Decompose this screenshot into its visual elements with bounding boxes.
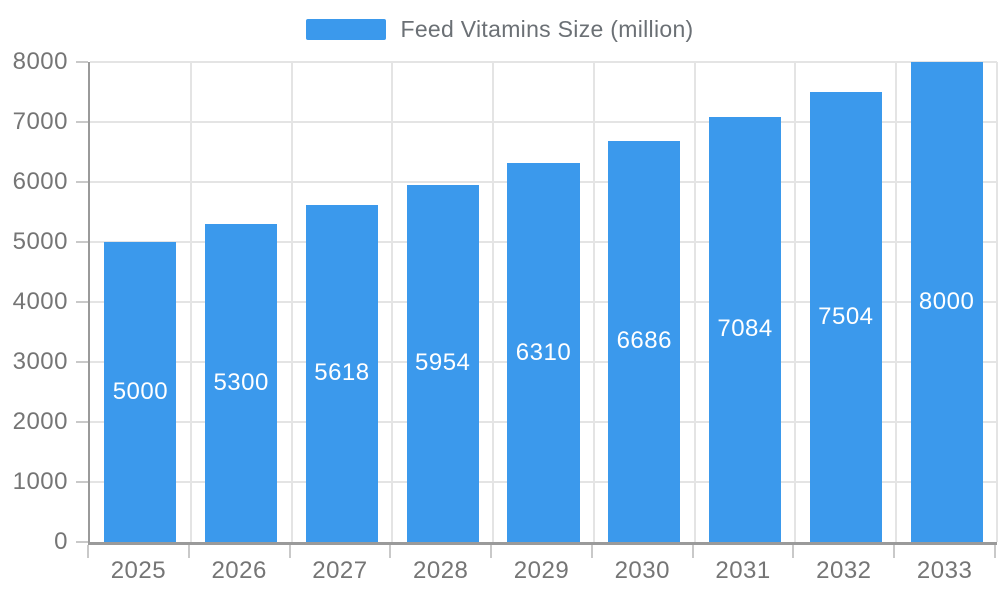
- x-axis-tick: [389, 545, 392, 558]
- x-axis-tick: [187, 545, 190, 558]
- y-axis-tick-label: 4000: [12, 288, 68, 315]
- x-axis-tick-label: 2030: [614, 557, 670, 584]
- bar[interactable]: 6310: [507, 163, 580, 542]
- y-axis-tick-label: 3000: [12, 348, 68, 375]
- y-axis-tick: [76, 301, 88, 303]
- x-gridline: [592, 62, 595, 542]
- x-axis-tick: [87, 545, 89, 558]
- plot-area: 5000 5300 5618 5954 6310 6686 7084 7504 8000: [88, 61, 998, 545]
- y-axis-tick: [76, 421, 88, 423]
- bar[interactable]: 5618: [305, 204, 378, 542]
- x-axis-tick-label: 2031: [715, 557, 771, 584]
- y-axis-tick-label: 6000: [12, 168, 68, 195]
- bar-value-label: 5000: [112, 378, 169, 405]
- x-gridline: [794, 62, 797, 542]
- y-axis-tick: [76, 121, 88, 123]
- legend-label: Feed Vitamins Size (million): [400, 15, 694, 42]
- x-axis-tick-label: 2025: [110, 557, 167, 584]
- y-axis-tick: [76, 241, 88, 243]
- x-axis-tick-label: 2033: [916, 557, 973, 584]
- x-gridline: [189, 62, 192, 542]
- x-axis-tick: [590, 545, 593, 558]
- y-axis-tick-label: 1000: [12, 468, 68, 495]
- bar-value-label: 5954: [415, 349, 471, 377]
- y-axis-tick: [76, 61, 88, 63]
- y-axis-tick: [76, 541, 88, 543]
- bar[interactable]: 5300: [205, 224, 278, 542]
- x-axis-tick: [288, 545, 291, 558]
- bar-value-label: 6686: [616, 327, 672, 355]
- x-axis-tick-label: 2027: [312, 557, 368, 584]
- y-gridline: [90, 121, 997, 123]
- x-axis-tick: [893, 545, 896, 558]
- bar[interactable]: 5954: [406, 184, 479, 542]
- bar-value-label: 8000: [918, 288, 975, 315]
- x-gridline: [895, 62, 898, 542]
- bar-value-label: 7504: [818, 302, 874, 330]
- bar-value-label: 5618: [314, 359, 370, 387]
- y-gridline: [90, 61, 997, 63]
- bar[interactable]: 7504: [809, 91, 882, 542]
- y-axis-tick: [76, 481, 88, 483]
- x-axis-tick: [490, 545, 493, 558]
- bar[interactable]: 8000: [910, 62, 983, 542]
- y-axis-tick: [76, 361, 88, 363]
- y-axis-tick: [76, 181, 88, 183]
- x-axis-tick: [792, 545, 795, 558]
- y-axis-tick-label: 0: [54, 528, 68, 555]
- bar-value-label: 5300: [213, 369, 269, 396]
- bar-value-label: 6310: [515, 338, 572, 366]
- bar[interactable]: 5000: [104, 242, 177, 542]
- x-gridline: [996, 62, 998, 542]
- bar[interactable]: 6686: [608, 140, 681, 542]
- x-axis-tick-label: 2028: [413, 557, 469, 584]
- x-axis-tick-label: 2032: [816, 557, 872, 584]
- bar[interactable]: 7084: [709, 116, 782, 542]
- x-gridline: [492, 62, 495, 542]
- x-axis-tick: [994, 545, 996, 558]
- x-axis-tick-label: 2029: [513, 557, 570, 584]
- y-axis-tick-label: 5000: [12, 228, 68, 255]
- x-axis-tick: [691, 545, 694, 558]
- legend-item[interactable]: Feed Vitamins Size (million): [0, 13, 1000, 45]
- x-gridline: [290, 62, 293, 542]
- x-gridline: [693, 62, 696, 542]
- legend-swatch-icon: [306, 18, 387, 40]
- x-axis-tick-label: 2026: [211, 557, 267, 584]
- y-axis-tick-label: 7000: [12, 108, 68, 135]
- x-gridline: [391, 62, 394, 542]
- y-axis-tick-label: 2000: [12, 408, 68, 435]
- y-axis-tick-label: 8000: [12, 48, 68, 75]
- bar-value-label: 7084: [717, 315, 773, 343]
